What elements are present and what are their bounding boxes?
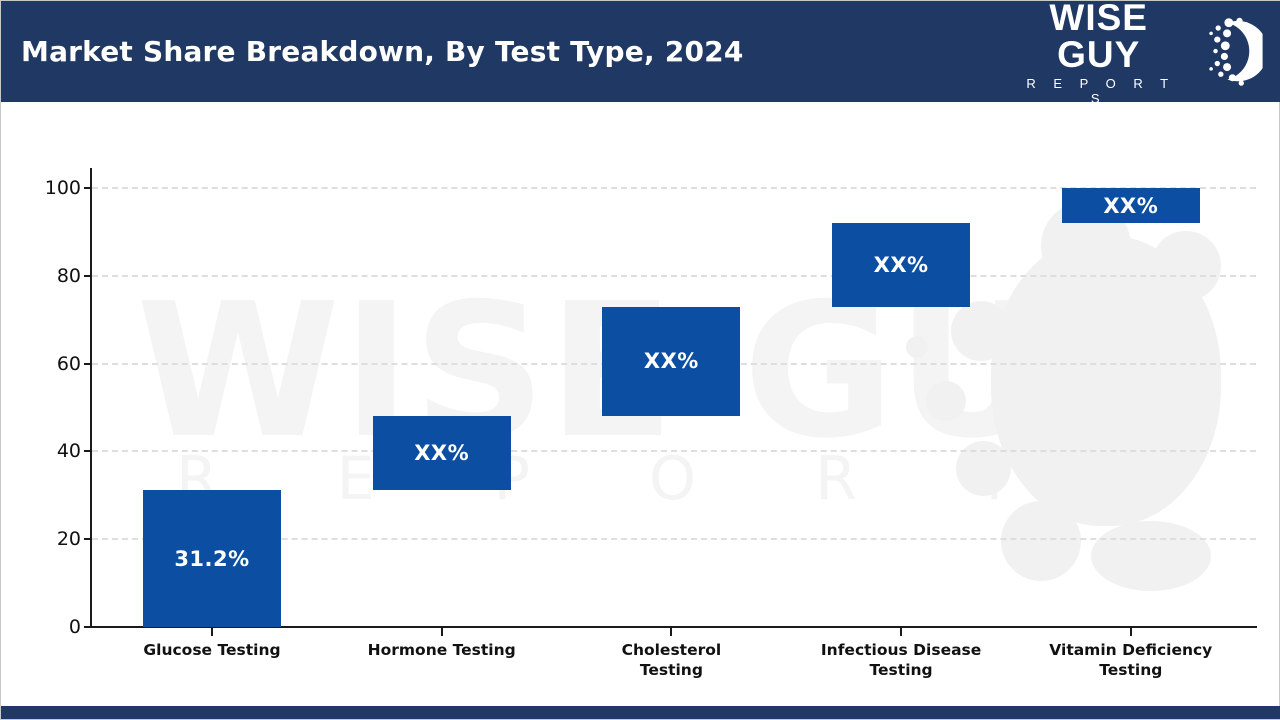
bar-value-label-vitamin-deficiency-testing: XX% xyxy=(1103,193,1159,218)
footer-bar xyxy=(1,706,1280,719)
brand-name: WISE GUY xyxy=(1049,0,1148,75)
brand-head-icon xyxy=(1207,17,1263,86)
bar-hormone-testing: XX% xyxy=(372,416,511,491)
x-tick-mark-glucose-testing xyxy=(211,628,213,636)
bar-cholesterol-testing: XX% xyxy=(602,306,741,417)
bar-value-label-hormone-testing: XX% xyxy=(414,441,470,466)
x-tick-mark-vitamin-deficiency-testing xyxy=(1129,628,1132,636)
y-tick-label-20: 20 xyxy=(56,528,81,551)
y-tick-mark-20 xyxy=(84,538,91,541)
brand-logo-text: WISE GUY R E P O R T S xyxy=(1013,0,1184,106)
bar-value-label-cholesterol-testing: XX% xyxy=(643,349,699,374)
y-tick-label-40: 40 xyxy=(56,440,81,463)
y-tick-label-80: 80 xyxy=(56,264,81,287)
bar-vitamin-deficiency-testing: XX% xyxy=(1061,188,1200,224)
category-label-infectious-disease-testing: Infectious Disease Testing xyxy=(820,641,982,680)
x-tick-mark-cholesterol-testing xyxy=(670,628,673,636)
x-tick-mark-infectious-disease-testing xyxy=(900,628,903,636)
gridline-20 xyxy=(92,538,1256,541)
y-tick-mark-80 xyxy=(84,274,91,277)
bar-value-label-infectious-disease-testing: XX% xyxy=(873,252,929,277)
page-title: Market Share Breakdown, By Test Type, 20… xyxy=(21,35,744,68)
category-label-glucose-testing: Glucose Testing xyxy=(143,641,281,659)
y-tick-label-60: 60 xyxy=(56,352,81,375)
x-tick-mark-hormone-testing xyxy=(440,628,443,636)
brand-logo: WISE GUY R E P O R T S xyxy=(1013,0,1263,106)
y-tick-label-100: 100 xyxy=(44,177,81,199)
category-label-vitamin-deficiency-testing: Vitamin Deficiency Testing xyxy=(1049,641,1213,680)
brand-subtitle: R E P O R T S xyxy=(1026,75,1176,106)
y-tick-mark-40 xyxy=(84,450,91,453)
x-axis xyxy=(89,626,1257,628)
gridline-80 xyxy=(92,274,1256,277)
y-tick-label-0: 0 xyxy=(68,616,81,638)
bar-glucose-testing: 31.2% xyxy=(143,490,281,627)
gridline-100 xyxy=(92,187,1256,189)
bar-infectious-disease-testing: XX% xyxy=(832,223,971,307)
gridline-40 xyxy=(92,450,1256,453)
category-label-hormone-testing: Hormone Testing xyxy=(367,641,516,659)
y-axis xyxy=(90,168,92,628)
bar-value-label-glucose-testing: 31.2% xyxy=(174,546,250,571)
y-tick-mark-60 xyxy=(84,362,91,365)
header-bar: Market Share Breakdown, By Test Type, 20… xyxy=(1,0,1280,106)
category-label-cholesterol-testing: Cholesterol Testing xyxy=(621,641,722,680)
y-tick-mark-100 xyxy=(84,187,91,189)
y-tick-mark-0 xyxy=(84,626,91,628)
